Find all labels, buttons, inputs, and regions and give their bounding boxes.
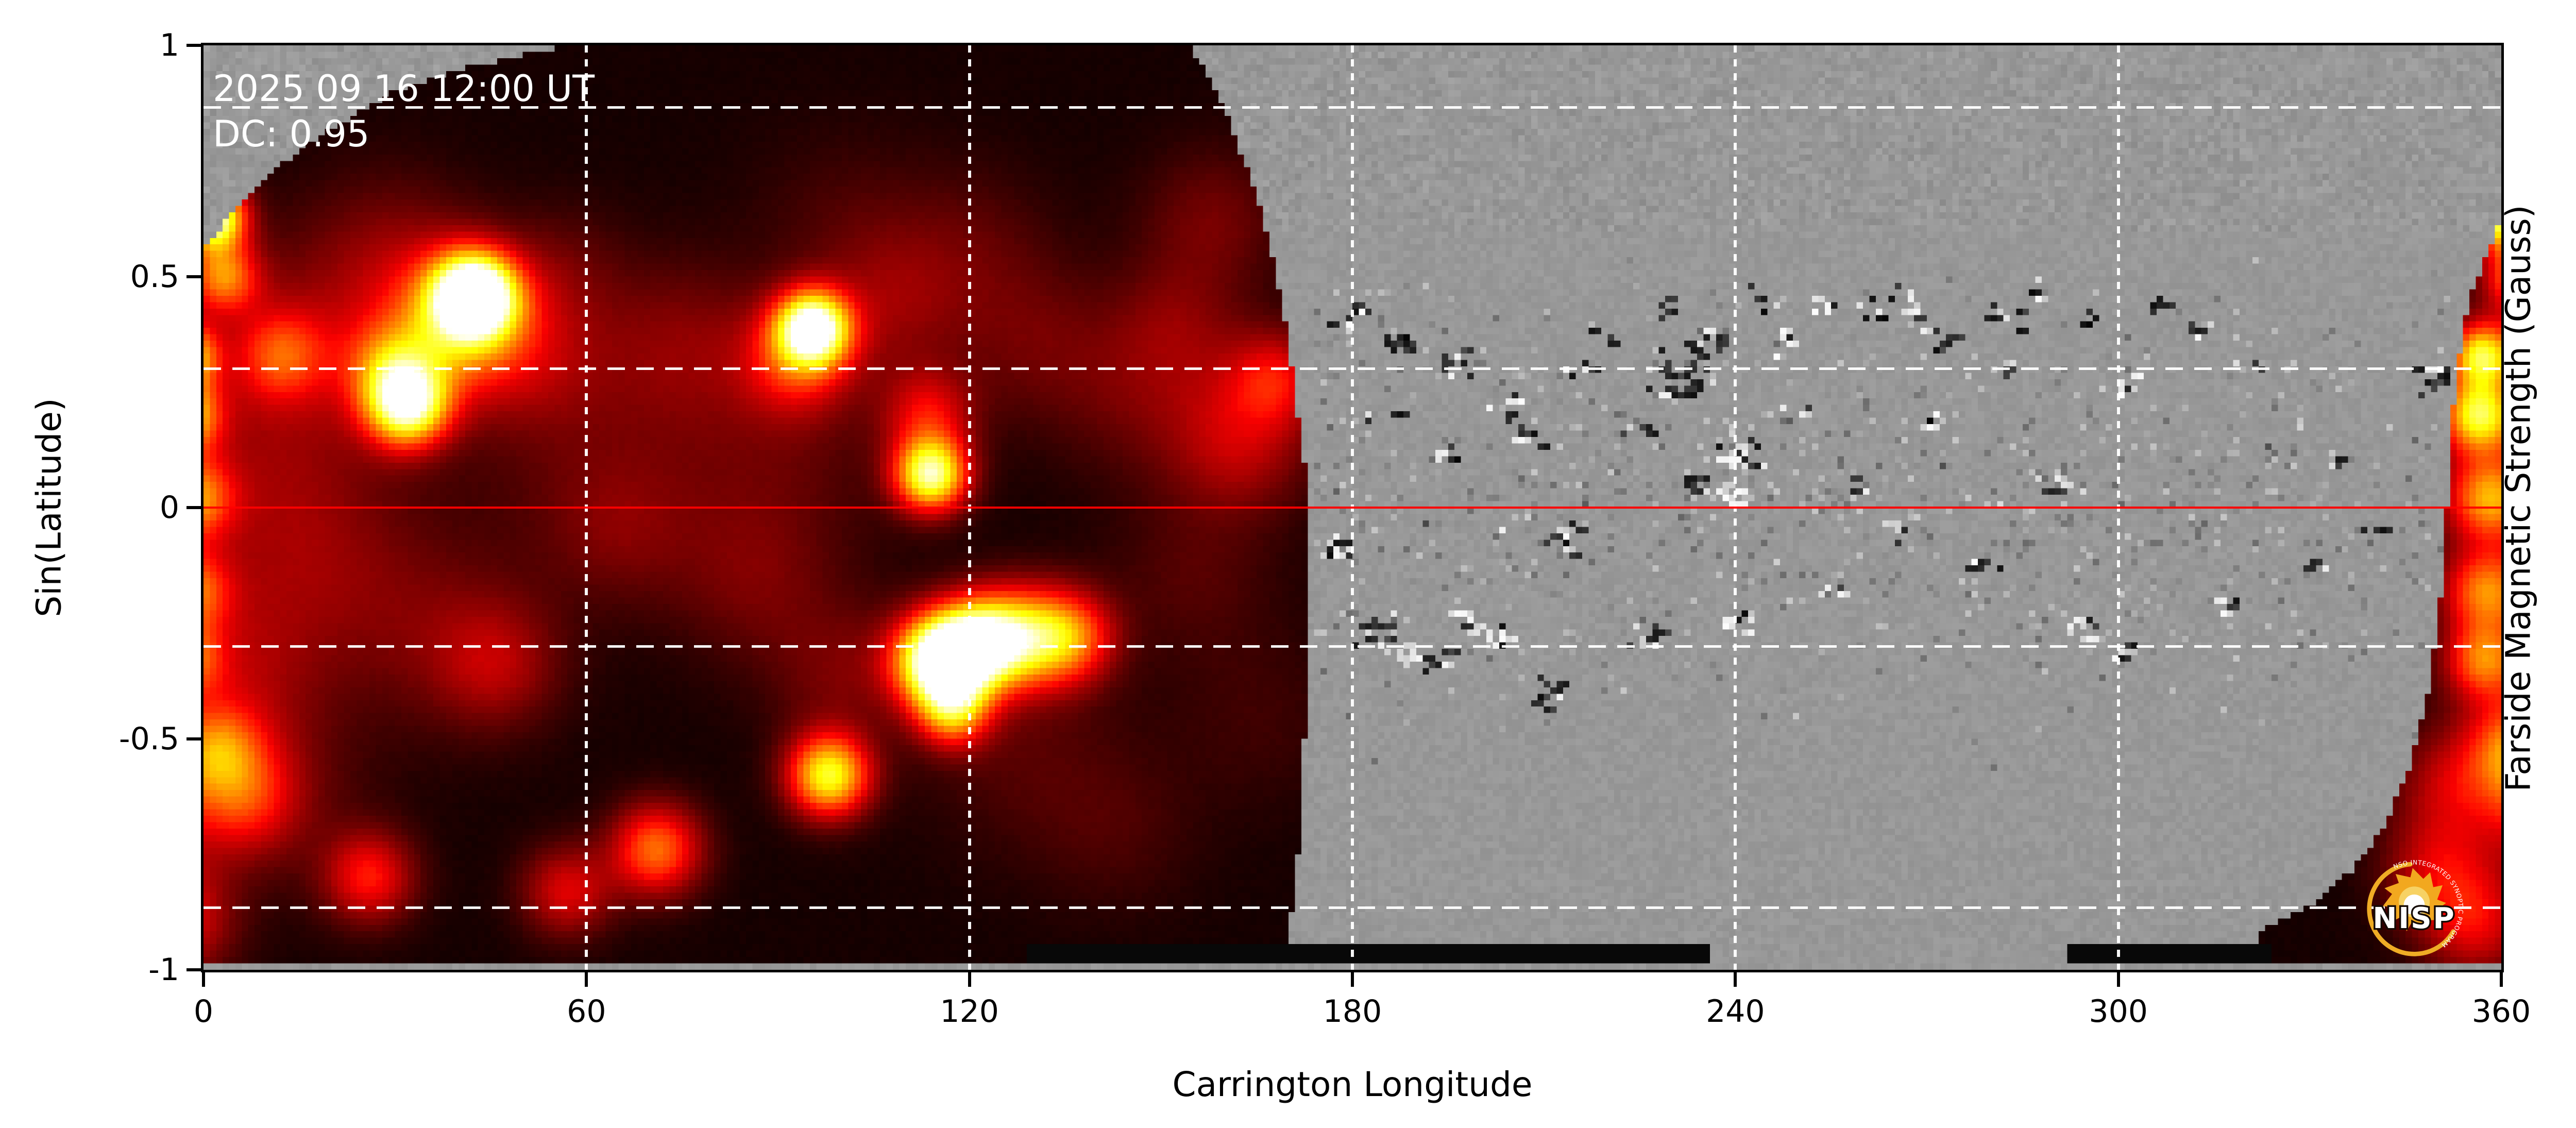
farside-colorbar-label: Farside Magnetic Strength (Gauss) xyxy=(2498,205,2538,792)
x-tick xyxy=(1734,972,1737,987)
sun-core-icon xyxy=(2403,894,2425,914)
nisp-logo: NISP NSO INTEGRATED SYNOPTIC PROGRAM xyxy=(2367,859,2464,956)
plot-area: 2025 09 16 12:00 UT DC: 0.95 NISP NSO IN… xyxy=(201,43,2504,972)
datetime-label: 2025 09 16 12:00 UT xyxy=(213,68,595,110)
y-tick xyxy=(187,737,201,740)
x-tick xyxy=(585,972,588,987)
y-axis-label: Sin(Latitude) xyxy=(29,398,69,617)
y-tick-label: -0.5 xyxy=(118,720,179,757)
x-tick-label: 60 xyxy=(567,994,606,1030)
gridline-horizontal xyxy=(204,645,2501,648)
y-tick-label: 0 xyxy=(159,490,179,526)
x-tick xyxy=(1351,972,1354,987)
x-tick-label: 0 xyxy=(193,994,214,1030)
y-tick xyxy=(187,275,201,278)
y-tick-label: -1 xyxy=(148,952,179,988)
y-tick-label: 0.5 xyxy=(130,258,179,295)
x-tick-label: 300 xyxy=(2089,994,2148,1030)
logo-acronym: NISP xyxy=(2372,902,2455,935)
y-tick-label: 1 xyxy=(159,27,179,63)
gridline-horizontal xyxy=(204,906,2501,910)
x-tick xyxy=(2500,972,2503,987)
gridline-horizontal xyxy=(204,106,2501,109)
x-axis-label: Carrington Longitude xyxy=(1172,1065,1533,1104)
x-tick-label: 360 xyxy=(2471,994,2531,1030)
x-tick-label: 180 xyxy=(1323,994,1382,1030)
gridline-horizontal xyxy=(204,367,2501,371)
dc-value-label: DC: 0.95 xyxy=(213,113,370,155)
y-tick xyxy=(187,44,201,47)
x-tick xyxy=(202,972,205,987)
y-tick xyxy=(187,968,201,971)
x-tick xyxy=(2116,972,2120,987)
y-tick xyxy=(187,506,201,509)
x-tick-label: 120 xyxy=(940,994,999,1030)
logo-ring-arc xyxy=(2367,862,2456,956)
x-tick xyxy=(968,972,971,987)
equator-line xyxy=(204,507,2501,509)
x-tick-label: 240 xyxy=(1706,994,1765,1030)
